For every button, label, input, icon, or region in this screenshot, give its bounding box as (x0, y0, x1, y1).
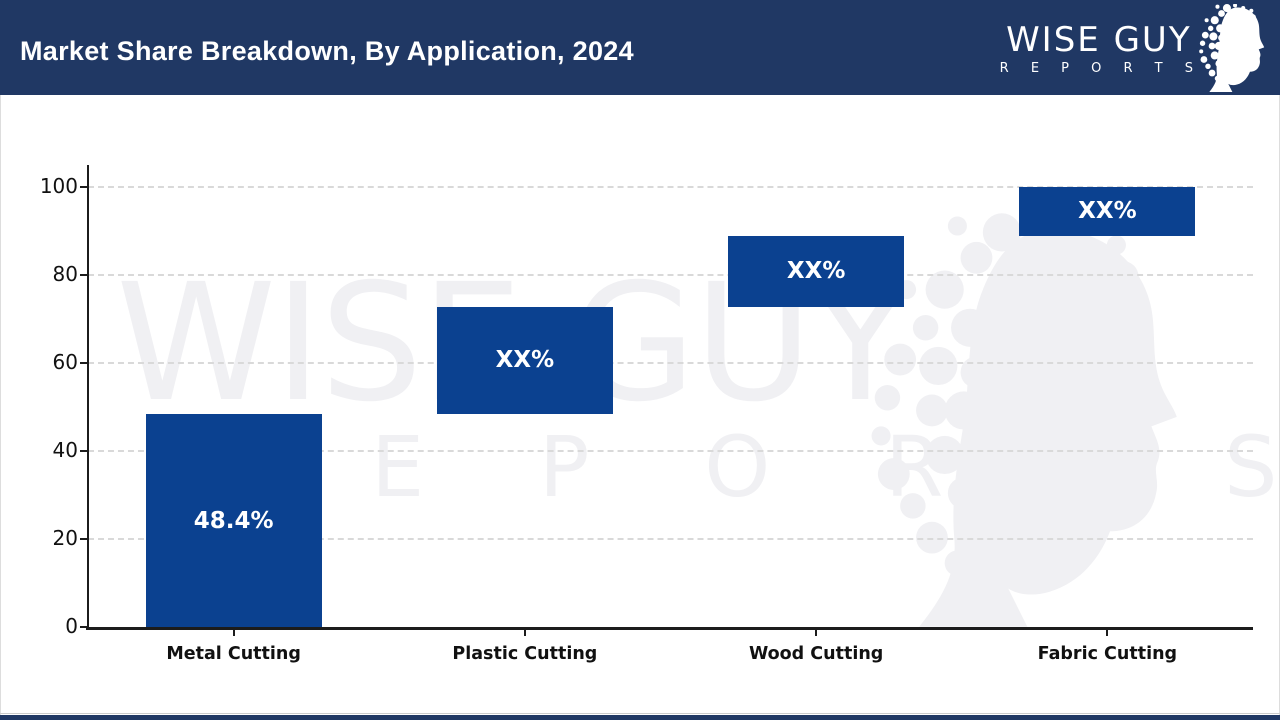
y-axis-line (87, 165, 89, 630)
brand-name: WISE GUY (1006, 20, 1192, 60)
bar-value-label: XX% (1078, 198, 1137, 225)
gridline (88, 538, 1253, 540)
y-tick-label: 100 (39, 174, 78, 198)
brand-logo-text: WISE GUY R E P O R T S (996, 23, 1202, 76)
x-tick-label: Plastic Cutting (452, 644, 598, 664)
x-tick-label: Fabric Cutting (1037, 644, 1178, 664)
bottom-divider (0, 713, 1280, 714)
gridline (88, 362, 1253, 364)
bar-value-label: XX% (786, 258, 846, 285)
y-tick-label: 60 (52, 350, 78, 374)
y-tick-label: 40 (52, 438, 78, 462)
x-tick (232, 630, 235, 636)
x-tick-label: Metal Cutting (166, 644, 301, 664)
y-tick (80, 186, 88, 188)
bar-segment: XX% (728, 235, 905, 307)
x-tick (815, 630, 818, 636)
bar-segment: XX% (436, 306, 613, 415)
gridline (88, 450, 1253, 452)
bar-segment: 48.4% (145, 414, 322, 627)
bar-value-label: XX% (495, 347, 555, 374)
bar-value-label: 48.4% (193, 507, 274, 534)
header: Market Share Breakdown, By Application, … (0, 0, 1280, 95)
y-tick (80, 274, 88, 276)
gridline (88, 186, 1253, 188)
y-tick (80, 450, 88, 452)
page-title: Market Share Breakdown, By Application, … (20, 36, 634, 66)
x-tick (523, 630, 526, 636)
bar-segment: XX% (1019, 187, 1196, 236)
y-tick-label: 0 (65, 614, 78, 638)
brand-logo: WISE GUY R E P O R T S (996, 4, 1266, 92)
x-axis-line (86, 627, 1253, 630)
y-tick (80, 362, 88, 364)
head-profile-icon (1196, 4, 1266, 92)
footer-stripe (0, 715, 1280, 720)
chart-area: WISE GUY R E P O R T S 0 20 40 60 80 100 48.4%… (0, 95, 1280, 720)
brand-subtitle: R E P O R T S (999, 61, 1202, 76)
y-tick (80, 626, 88, 628)
x-tick (1106, 630, 1109, 636)
y-tick-label: 80 (52, 262, 78, 286)
y-tick (80, 538, 88, 540)
y-tick-label: 20 (52, 526, 78, 550)
x-tick-label: Wood Cutting (748, 644, 884, 664)
gridline (88, 274, 1253, 276)
